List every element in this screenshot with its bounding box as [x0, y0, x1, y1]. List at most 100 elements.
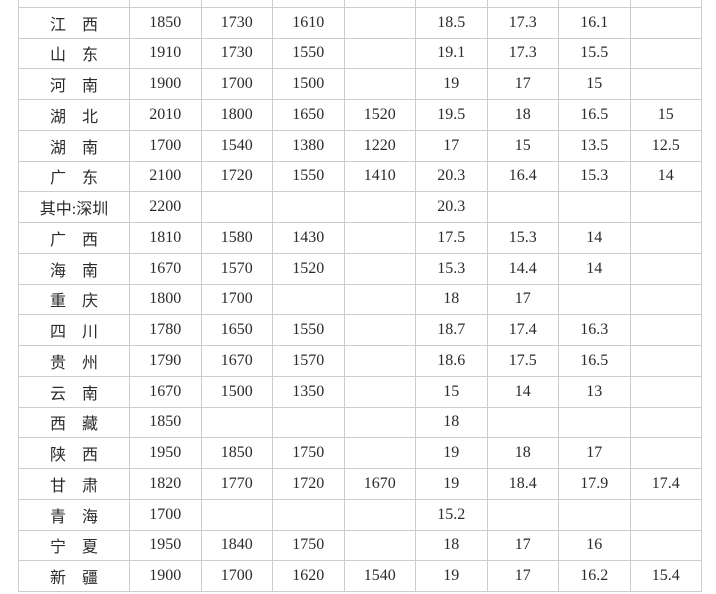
value-cell: 18.5 — [415, 6, 488, 39]
value-cell: 17.5 — [415, 222, 488, 254]
value-cell: 18.4 — [486, 468, 559, 500]
value-cell: 1780 — [129, 314, 202, 346]
value-cell — [129, 0, 202, 8]
value-cell: 19.1 — [415, 37, 488, 70]
value-cell: 15 — [629, 99, 702, 131]
value-cell: 18 — [415, 283, 488, 316]
value-cell — [486, 191, 559, 223]
value-cell — [629, 283, 702, 316]
value-cell: 13 — [558, 375, 631, 408]
value-cell: 15.3 — [486, 222, 559, 254]
value-cell: 15.5 — [558, 37, 631, 70]
value-cell — [343, 498, 416, 531]
value-cell: 1750 — [272, 529, 345, 562]
value-cell: 19 — [415, 437, 488, 469]
value-cell: 17.9 — [558, 468, 631, 500]
value-cell: 1430 — [272, 222, 345, 254]
value-cell: 1500 — [272, 68, 345, 100]
value-cell: 2100 — [129, 160, 202, 193]
value-cell — [272, 191, 345, 223]
value-cell: 1410 — [343, 160, 416, 193]
province-cell: 湖 南 — [18, 129, 130, 162]
table-row: 西 藏 1850 18 — [18, 406, 702, 439]
value-cell — [629, 252, 702, 285]
value-cell: 2200 — [129, 191, 202, 223]
value-cell: 1840 — [200, 529, 273, 562]
province-cell: 海 南 — [18, 252, 130, 285]
partial-row — [18, 0, 702, 8]
value-cell: 14 — [558, 222, 631, 254]
value-cell — [343, 314, 416, 346]
table-row: 湖 南 1700 1540 1380 1220 17 15 13.5 12.5 — [18, 129, 702, 162]
value-cell: 1720 — [272, 468, 345, 500]
value-cell: 15.3 — [558, 160, 631, 193]
value-cell — [486, 406, 559, 439]
value-cell: 1900 — [129, 68, 202, 100]
value-cell: 1800 — [200, 99, 273, 131]
value-cell: 16.1 — [558, 6, 631, 39]
value-cell — [272, 498, 345, 531]
value-cell: 1850 — [129, 6, 202, 39]
value-cell: 1670 — [129, 252, 202, 285]
value-cell — [558, 0, 631, 8]
table-row: 重 庆 1800 1700 18 17 — [18, 283, 702, 316]
value-cell — [558, 191, 631, 223]
value-cell — [343, 375, 416, 408]
value-cell: 15.3 — [415, 252, 488, 285]
province-cell: 湖 北 — [18, 99, 130, 131]
value-cell — [629, 68, 702, 100]
value-cell: 1580 — [200, 222, 273, 254]
minimum-wage-table: 江 西 1850 1730 1610 18.5 17.3 16.1 山 东 19… — [18, 0, 702, 592]
value-cell: 1670 — [343, 468, 416, 500]
table-row: 宁 夏 1950 1840 1750 18 17 16 — [18, 529, 702, 562]
value-cell — [558, 498, 631, 531]
value-cell: 14 — [629, 160, 702, 193]
value-cell: 2010 — [129, 99, 202, 131]
value-cell: 1500 — [200, 375, 273, 408]
value-cell — [629, 498, 702, 531]
value-cell: 18.7 — [415, 314, 488, 346]
table-row: 新 疆 1900 1700 1620 1540 19 17 16.2 15.4 — [18, 560, 702, 592]
value-cell — [629, 529, 702, 562]
province-cell — [18, 0, 130, 8]
table-row: 广 东 2100 1720 1550 1410 20.3 16.4 15.3 1… — [18, 160, 702, 193]
value-cell: 1820 — [129, 468, 202, 500]
value-cell: 17 — [486, 529, 559, 562]
table-row: 湖 北 2010 1800 1650 1520 19.5 18 16.5 15 — [18, 99, 702, 131]
value-cell — [415, 0, 488, 8]
value-cell: 16.4 — [486, 160, 559, 193]
value-cell: 17.3 — [486, 6, 559, 39]
value-cell — [200, 191, 273, 223]
value-cell: 1720 — [200, 160, 273, 193]
value-cell — [343, 283, 416, 316]
table-row: 江 西 1850 1730 1610 18.5 17.3 16.1 — [18, 6, 702, 39]
value-cell: 20.3 — [415, 191, 488, 223]
province-cell: 甘 肃 — [18, 468, 130, 500]
value-cell — [629, 345, 702, 377]
value-cell — [343, 345, 416, 377]
value-cell: 15 — [558, 68, 631, 100]
value-cell — [629, 191, 702, 223]
table-row: 甘 肃 1820 1770 1720 1670 19 18.4 17.9 17.… — [18, 468, 702, 500]
value-cell: 1700 — [200, 68, 273, 100]
value-cell — [200, 406, 273, 439]
value-cell — [486, 498, 559, 531]
value-cell: 1540 — [343, 560, 416, 592]
value-cell — [272, 0, 345, 8]
table-row: 其中:深圳 2200 20.3 — [18, 191, 702, 223]
value-cell: 1850 — [200, 437, 273, 469]
value-cell — [343, 0, 416, 8]
value-cell — [629, 314, 702, 346]
value-cell — [629, 0, 702, 8]
value-cell: 14 — [486, 375, 559, 408]
value-cell: 16.3 — [558, 314, 631, 346]
table-row: 四 川 1780 1650 1550 18.7 17.4 16.3 — [18, 314, 702, 346]
value-cell: 1220 — [343, 129, 416, 162]
value-cell: 1730 — [200, 37, 273, 70]
value-cell: 1700 — [200, 560, 273, 592]
value-cell — [343, 6, 416, 39]
value-cell: 1730 — [200, 6, 273, 39]
value-cell: 1700 — [129, 129, 202, 162]
value-cell — [200, 0, 273, 8]
value-cell: 1550 — [272, 314, 345, 346]
